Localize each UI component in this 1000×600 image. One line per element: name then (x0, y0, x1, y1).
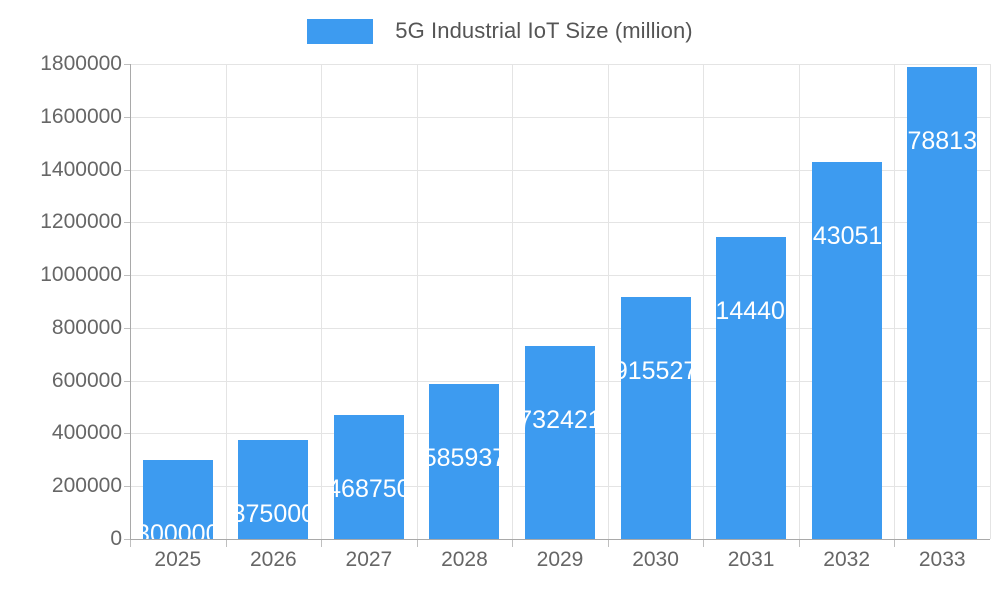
gridline-vertical (512, 64, 513, 539)
bar-value-label: 915527 (620, 357, 691, 386)
y-axis-tick-label: 1200000 (40, 210, 122, 234)
y-axis-tick-mark (124, 64, 130, 65)
y-axis-tick-label: 0 (110, 527, 122, 550)
y-axis-tick-mark (124, 327, 130, 329)
x-axis-tick-label: 2032 (823, 548, 871, 571)
y-axis-tick-mark (124, 222, 130, 224)
gridline-vertical (894, 64, 895, 539)
y-axis-tick-mark (124, 116, 130, 118)
bar-value-label: 300000 (142, 519, 213, 539)
bar[interactable]: 732421 (525, 345, 595, 539)
gridline-vertical (321, 64, 322, 539)
legend-item-label: 5G Industrial IoT Size (million) (395, 18, 693, 43)
gridline-vertical (703, 64, 704, 539)
y-axis-tick-label: 1600000 (40, 104, 122, 128)
x-axis-tick-label: 2025 (154, 548, 202, 571)
x-axis-tick-mark (608, 540, 609, 547)
gridline-horizontal (130, 116, 990, 118)
bar[interactable]: 1788139 (907, 67, 978, 539)
x-axis-tick-label: 2026 (249, 548, 297, 571)
y-axis-line (130, 64, 131, 540)
y-axis-tick-label: 800000 (51, 315, 122, 339)
x-axis-tick-mark (226, 540, 227, 547)
bar[interactable]: 915527 (620, 297, 691, 539)
x-axis-tick-label: 2033 (918, 548, 966, 571)
bar[interactable]: 1144409 (716, 237, 787, 539)
y-axis-tick-mark (124, 539, 130, 540)
bar[interactable]: 468750 (333, 415, 404, 539)
y-axis-labels: 0 200000 400000 600000 800000 1000000 1200000 1… (0, 0, 122, 600)
y-axis-tick-label: 1800000 (40, 52, 122, 75)
x-axis-tick-mark (321, 540, 322, 547)
gridline-vertical (608, 64, 609, 539)
x-axis-tick-mark (703, 540, 704, 547)
x-axis-tick-mark (799, 540, 800, 547)
bar-value-label: 468750 (333, 475, 404, 504)
bar[interactable]: 1430511 (811, 161, 882, 539)
y-axis-tick-mark (124, 433, 130, 435)
plot-area: 300000 375000 468750 585937 732421 915527 1144… (130, 64, 991, 540)
y-axis-tick-label: 200000 (51, 474, 122, 498)
x-axis-tick-mark (894, 540, 895, 547)
bar[interactable]: 300000 (142, 459, 213, 539)
y-axis-tick-mark (124, 486, 130, 488)
x-axis-tick-label: 2027 (345, 548, 393, 571)
gridline-vertical (799, 64, 800, 539)
x-axis-labels: 2025 2026 2027 2028 2029 2030 2031 2032 2033 (130, 548, 990, 588)
gridline-vertical (226, 64, 227, 539)
x-axis-tick-mark (417, 540, 418, 547)
y-axis-tick-mark (124, 169, 130, 171)
bar-value-label: 585937 (429, 444, 500, 473)
chart-legend: 5G Industrial IoT Size (million) (0, 14, 1000, 48)
gridline-horizontal (130, 64, 990, 65)
y-axis-tick-label: 600000 (51, 368, 122, 392)
y-axis-tick-mark (124, 380, 130, 382)
bar-value-label: 1788139 (907, 127, 977, 156)
bar-value-label: 375000 (238, 500, 309, 529)
bar-value-label: 1144409 (716, 297, 786, 326)
legend-item-0[interactable]: 5G Industrial IoT Size (million) (307, 18, 693, 44)
y-axis-tick-mark (124, 275, 130, 277)
x-axis-line (130, 539, 990, 540)
y-axis-tick-label: 1000000 (40, 263, 122, 287)
x-axis-tick-label: 2030 (632, 548, 679, 571)
bar[interactable]: 585937 (429, 384, 500, 539)
y-axis-tick-label: 400000 (51, 421, 122, 445)
bar[interactable]: 375000 (238, 440, 309, 539)
x-axis-tick-label: 2031 (727, 548, 775, 571)
y-axis-tick-label: 1400000 (40, 157, 122, 181)
x-axis-tick-mark (130, 540, 131, 547)
x-axis-tick-label: 2029 (536, 548, 584, 571)
legend-swatch-icon (307, 18, 374, 44)
gridline-vertical (417, 64, 418, 539)
gridline-vertical (990, 64, 991, 539)
x-axis-tick-label: 2028 (441, 548, 488, 571)
bar-value-label: 1430511 (812, 221, 882, 250)
bar-value-label: 732421 (525, 405, 595, 434)
x-axis-tick-mark (512, 540, 513, 547)
